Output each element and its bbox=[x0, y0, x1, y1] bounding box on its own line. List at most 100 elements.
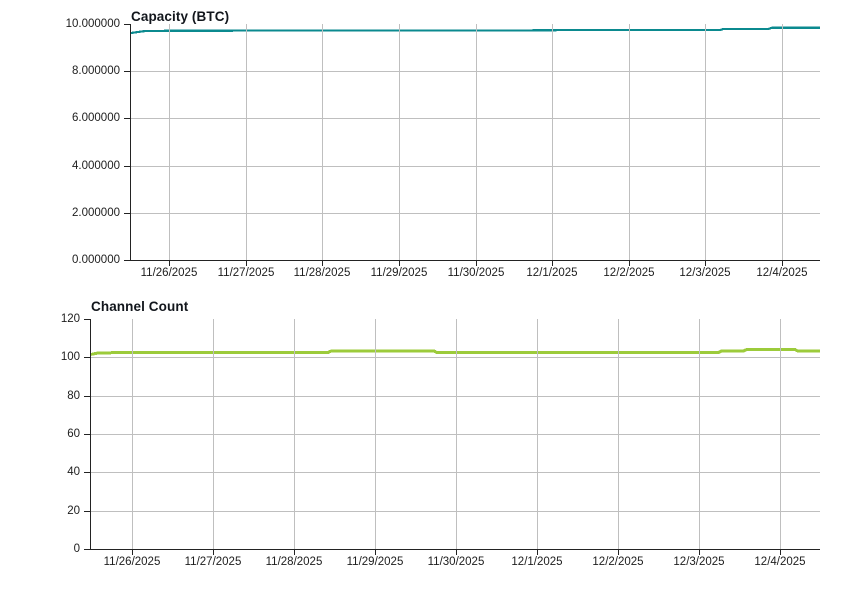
y-axis-tick-label: 0.000000 bbox=[72, 254, 120, 266]
x-axis-tick-label: 12/1/2025 bbox=[526, 267, 578, 279]
gridline-vertical bbox=[629, 24, 630, 260]
x-axis-tick bbox=[699, 550, 700, 555]
y-axis-tick-label: 10.000000 bbox=[65, 18, 120, 30]
x-axis-tick bbox=[213, 550, 214, 555]
channel-count-chart-panel: Channel Count 120 100 80 60 40 20 0 11/26/2025… bbox=[0, 290, 860, 600]
gridline-vertical bbox=[780, 319, 781, 549]
y-axis-tick bbox=[124, 71, 130, 72]
gridline-vertical bbox=[552, 24, 553, 260]
y-axis-tick-label: 60 bbox=[67, 428, 80, 440]
x-axis-tick bbox=[618, 550, 619, 555]
x-axis-tick bbox=[132, 550, 133, 555]
x-axis-tick bbox=[780, 550, 781, 555]
gridline-vertical bbox=[399, 24, 400, 260]
y-axis-tick bbox=[124, 118, 130, 119]
x-axis-tick-label: 11/30/2025 bbox=[447, 267, 505, 279]
series-polyline bbox=[131, 26, 820, 35]
y-axis-tick bbox=[84, 357, 90, 358]
x-axis-tick-label: 12/2/2025 bbox=[603, 267, 655, 279]
gridline-horizontal bbox=[131, 71, 820, 72]
gridline-vertical bbox=[456, 319, 457, 549]
y-axis-tick-label: 6.000000 bbox=[72, 112, 120, 124]
gridline-horizontal bbox=[131, 213, 820, 214]
y-axis-tick bbox=[84, 319, 90, 320]
y-axis-tick bbox=[84, 396, 90, 397]
x-axis-tick-label: 11/26/2025 bbox=[140, 267, 198, 279]
y-axis-tick bbox=[124, 24, 130, 25]
x-axis-line bbox=[130, 260, 820, 261]
y-axis-line bbox=[90, 319, 91, 550]
gridline-horizontal bbox=[91, 511, 820, 512]
channel-count-series-line bbox=[91, 347, 820, 356]
y-axis-tick-label: 20 bbox=[67, 505, 80, 517]
x-axis-tick-label: 11/26/2025 bbox=[103, 556, 161, 568]
x-axis-tick-label: 11/30/2025 bbox=[427, 556, 485, 568]
x-axis-tick-label: 12/2/2025 bbox=[592, 556, 644, 568]
x-axis-tick-label: 11/28/2025 bbox=[293, 267, 351, 279]
x-axis-tick-label: 12/1/2025 bbox=[511, 556, 563, 568]
gridline-horizontal bbox=[131, 118, 820, 119]
y-axis-line bbox=[130, 24, 131, 261]
y-axis-tick bbox=[124, 260, 130, 261]
x-axis-tick bbox=[629, 261, 630, 266]
x-axis-tick bbox=[552, 261, 553, 266]
x-axis-tick bbox=[375, 550, 376, 555]
x-axis-tick bbox=[705, 261, 706, 266]
x-axis-tick bbox=[782, 261, 783, 266]
x-axis-tick bbox=[169, 261, 170, 266]
y-axis-tick-label: 120 bbox=[60, 313, 80, 325]
gridline-vertical bbox=[322, 24, 323, 260]
gridline-horizontal bbox=[131, 166, 820, 167]
x-axis-tick bbox=[294, 550, 295, 555]
x-axis-tick-label: 12/3/2025 bbox=[673, 556, 725, 568]
y-axis-tick-label: 4.000000 bbox=[72, 160, 120, 172]
x-axis-tick-label: 11/28/2025 bbox=[265, 556, 323, 568]
gridline-horizontal bbox=[91, 357, 820, 358]
x-axis-tick bbox=[246, 261, 247, 266]
y-axis-tick-label: 2.000000 bbox=[72, 207, 120, 219]
gridline-vertical bbox=[213, 319, 214, 549]
gridline-vertical bbox=[705, 24, 706, 260]
gridline-horizontal bbox=[91, 396, 820, 397]
x-axis-tick bbox=[322, 261, 323, 266]
gridline-vertical bbox=[476, 24, 477, 260]
channel-count-plot-area bbox=[91, 319, 820, 549]
x-axis-tick-label: 11/27/2025 bbox=[217, 267, 275, 279]
gridline-horizontal bbox=[91, 434, 820, 435]
x-axis-tick bbox=[399, 261, 400, 266]
x-axis-tick-label: 12/3/2025 bbox=[679, 267, 731, 279]
channel-count-chart-title: Channel Count bbox=[91, 299, 189, 314]
x-axis-tick-label: 12/4/2025 bbox=[756, 267, 808, 279]
capacity-chart-title: Capacity (BTC) bbox=[131, 9, 230, 24]
y-axis-tick-label: 40 bbox=[67, 466, 80, 478]
gridline-vertical bbox=[246, 24, 247, 260]
capacity-series-line bbox=[131, 26, 820, 35]
x-axis-line bbox=[90, 549, 820, 550]
y-axis-tick-label: 80 bbox=[67, 390, 80, 402]
x-axis-tick bbox=[537, 550, 538, 555]
y-axis-tick bbox=[84, 434, 90, 435]
gridline-vertical bbox=[132, 319, 133, 549]
gridline-vertical bbox=[537, 319, 538, 549]
y-axis-tick-label: 100 bbox=[60, 351, 80, 363]
y-axis-tick bbox=[84, 549, 90, 550]
gridline-vertical bbox=[375, 319, 376, 549]
y-axis-tick-label: 8.000000 bbox=[72, 65, 120, 77]
gridline-vertical bbox=[618, 319, 619, 549]
x-axis-tick-label: 11/29/2025 bbox=[370, 267, 428, 279]
x-axis-tick bbox=[476, 261, 477, 266]
y-axis-tick bbox=[84, 472, 90, 473]
gridline-vertical bbox=[294, 319, 295, 549]
x-axis-tick-label: 11/29/2025 bbox=[346, 556, 404, 568]
capacity-plot-area bbox=[131, 24, 820, 260]
gridline-vertical bbox=[169, 24, 170, 260]
gridline-horizontal bbox=[91, 472, 820, 473]
x-axis-tick bbox=[456, 550, 457, 555]
gridline-vertical bbox=[782, 24, 783, 260]
x-axis-tick-label: 12/4/2025 bbox=[754, 556, 806, 568]
y-axis-tick bbox=[124, 213, 130, 214]
x-axis-tick-label: 11/27/2025 bbox=[184, 556, 242, 568]
series-polyline bbox=[91, 347, 820, 356]
y-axis-tick-label: 0 bbox=[73, 543, 80, 555]
gridline-vertical bbox=[699, 319, 700, 549]
